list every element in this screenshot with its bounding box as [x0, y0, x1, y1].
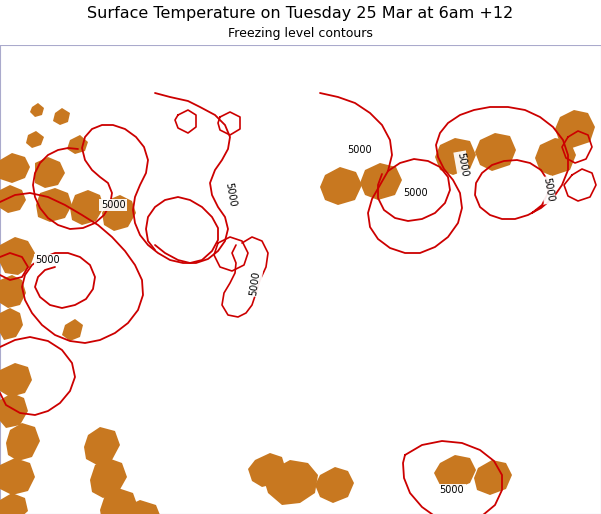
Polygon shape — [90, 458, 127, 498]
Polygon shape — [435, 138, 476, 175]
Polygon shape — [0, 458, 35, 495]
Polygon shape — [434, 455, 476, 489]
Polygon shape — [0, 393, 28, 428]
Polygon shape — [70, 190, 104, 225]
Polygon shape — [320, 167, 362, 205]
Polygon shape — [0, 363, 32, 397]
Text: 5000: 5000 — [35, 255, 60, 265]
Polygon shape — [0, 237, 35, 275]
Polygon shape — [30, 103, 44, 117]
Polygon shape — [315, 467, 354, 503]
Text: 5000: 5000 — [403, 188, 427, 198]
Polygon shape — [26, 131, 44, 148]
Polygon shape — [100, 488, 138, 514]
Polygon shape — [248, 453, 286, 487]
Polygon shape — [122, 500, 162, 514]
Text: 5000: 5000 — [248, 270, 261, 296]
Text: 5000: 5000 — [440, 485, 465, 495]
Polygon shape — [102, 195, 136, 231]
Text: 5000: 5000 — [101, 200, 126, 210]
Polygon shape — [474, 460, 512, 495]
Polygon shape — [0, 275, 26, 308]
Polygon shape — [535, 138, 576, 176]
Text: 5000: 5000 — [541, 177, 555, 203]
Polygon shape — [555, 110, 595, 148]
Polygon shape — [67, 135, 88, 154]
Polygon shape — [264, 460, 318, 505]
Polygon shape — [360, 163, 402, 200]
Polygon shape — [84, 427, 120, 465]
Polygon shape — [62, 319, 83, 341]
Text: Freezing level contours: Freezing level contours — [228, 27, 373, 40]
Text: Surface Temperature on Tuesday 25 Mar at 6am +12: Surface Temperature on Tuesday 25 Mar at… — [87, 6, 514, 21]
Polygon shape — [35, 157, 65, 188]
Text: 5000: 5000 — [348, 145, 372, 155]
Polygon shape — [53, 108, 70, 125]
Text: 5000: 5000 — [223, 182, 237, 208]
Text: 5000: 5000 — [455, 152, 469, 178]
Polygon shape — [36, 188, 72, 222]
Polygon shape — [6, 423, 40, 461]
Polygon shape — [475, 133, 516, 171]
Polygon shape — [0, 185, 26, 213]
Polygon shape — [0, 153, 30, 183]
Polygon shape — [0, 493, 28, 514]
Polygon shape — [0, 308, 23, 340]
